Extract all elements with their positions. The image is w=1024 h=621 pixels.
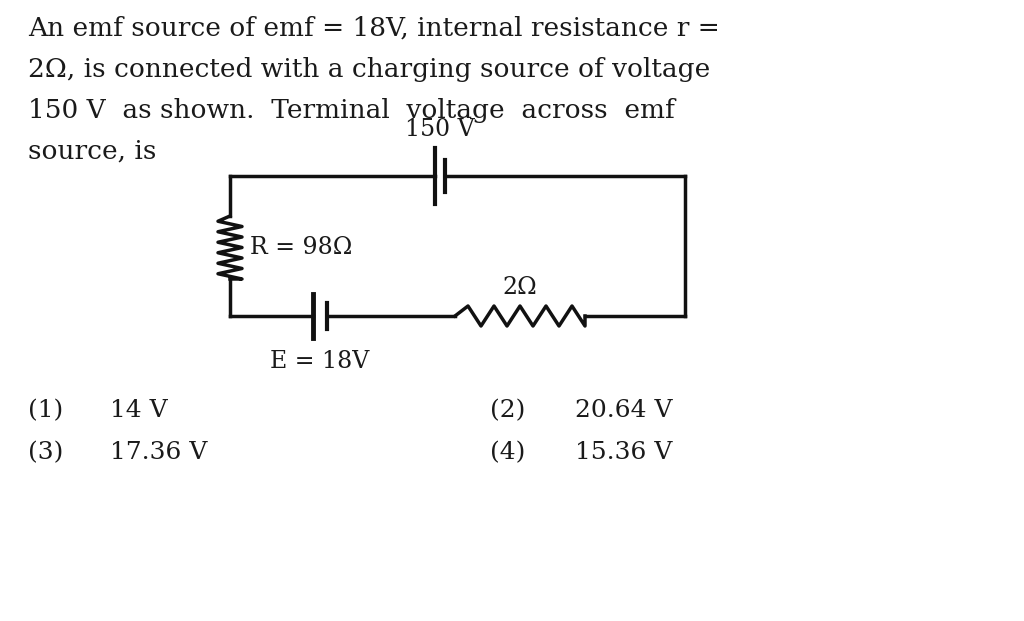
Text: (1): (1) (28, 399, 63, 422)
Text: 2Ω, is connected with a charging source of voltage: 2Ω, is connected with a charging source … (28, 57, 711, 82)
Text: 15.36 V: 15.36 V (575, 441, 673, 464)
Text: 150 V: 150 V (406, 118, 475, 141)
Text: 17.36 V: 17.36 V (110, 441, 208, 464)
Text: source, is: source, is (28, 139, 157, 164)
Text: (3): (3) (28, 441, 63, 464)
Text: An emf source of emf = 18V, internal resistance r =: An emf source of emf = 18V, internal res… (28, 16, 720, 41)
Text: (2): (2) (490, 399, 525, 422)
Text: (4): (4) (490, 441, 525, 464)
Text: E = 18V: E = 18V (270, 350, 370, 373)
Text: 2Ω: 2Ω (503, 276, 538, 299)
Text: 150 V  as shown.  Terminal  voltage  across  emf: 150 V as shown. Terminal voltage across … (28, 98, 675, 123)
Text: 14 V: 14 V (110, 399, 168, 422)
Text: R = 98Ω: R = 98Ω (250, 236, 352, 259)
Text: 20.64 V: 20.64 V (575, 399, 673, 422)
